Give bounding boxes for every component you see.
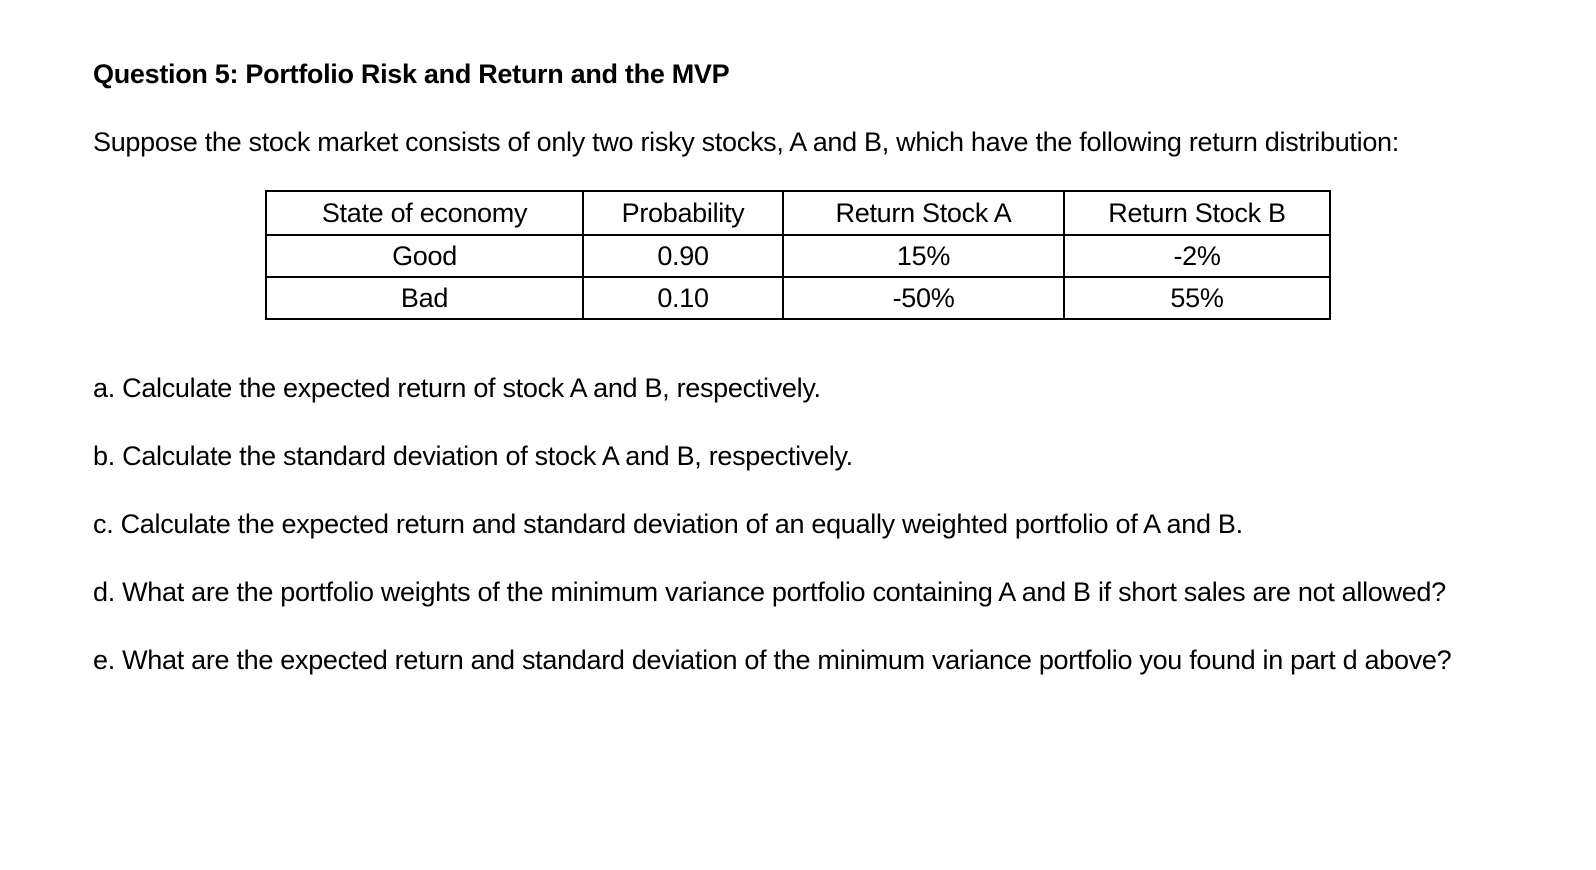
table-header-row: State of economy Probability Return Stoc… <box>265 190 1331 236</box>
cell-good-return-a: 15% <box>782 234 1065 278</box>
page-title: Question 5: Portfolio Risk and Return an… <box>93 59 730 89</box>
question-d: d. What are the portfolio weights of the… <box>93 577 1446 607</box>
document-content: Question 5: Portfolio Risk and Return an… <box>93 53 1468 681</box>
question-b: b. Calculate the standard deviation of s… <box>93 441 853 471</box>
header-state-of-economy: State of economy <box>265 190 584 236</box>
cell-good-return-b: -2% <box>1063 234 1331 278</box>
header-probability: Probability <box>582 190 784 236</box>
cell-bad-return-a: -50% <box>782 276 1065 320</box>
question-a: a. Calculate the expected return of stoc… <box>93 373 821 403</box>
cell-good-probability: 0.90 <box>582 234 784 278</box>
question-list: a. Calculate the expected return of stoc… <box>93 367 1468 681</box>
header-return-stock-b: Return Stock B <box>1063 190 1331 236</box>
cell-bad-probability: 0.10 <box>582 276 784 320</box>
table-row-good: Good 0.90 15% -2% <box>265 234 1331 278</box>
question-c: c. Calculate the expected return and sta… <box>93 509 1243 539</box>
cell-bad-state: Bad <box>265 276 584 320</box>
table-row-bad: Bad 0.10 -50% 55% <box>265 276 1331 320</box>
header-return-stock-a: Return Stock A <box>782 190 1065 236</box>
question-e: e. What are the expected return and stan… <box>93 645 1452 675</box>
cell-bad-return-b: 55% <box>1063 276 1331 320</box>
return-distribution-table: State of economy Probability Return Stoc… <box>265 190 1331 320</box>
cell-good-state: Good <box>265 234 584 278</box>
intro-paragraph: Suppose the stock market consists of onl… <box>93 127 1399 157</box>
